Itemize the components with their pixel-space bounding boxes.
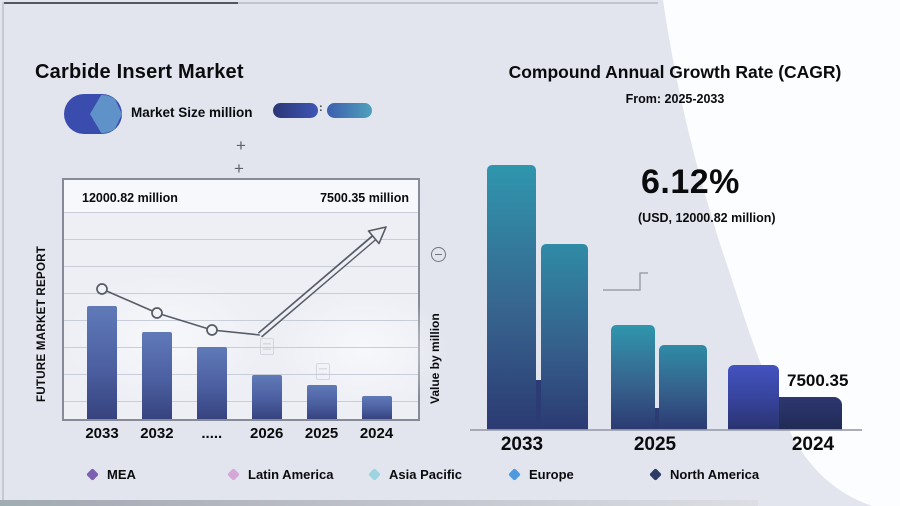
page-title: Carbide Insert Market bbox=[35, 61, 244, 83]
legend-item-latin-america: Latin America bbox=[227, 466, 334, 482]
legend-label: North America bbox=[670, 466, 760, 482]
right-x-label-2024: 2024 bbox=[791, 434, 835, 455]
plus-icon-2: + bbox=[234, 159, 244, 178]
bar-gap-fill bbox=[536, 380, 541, 430]
gridline bbox=[64, 266, 418, 267]
x-label-2032: 2032 bbox=[140, 425, 174, 442]
trend-line-arrow bbox=[96, 226, 387, 338]
right-bar-2024-1 bbox=[728, 365, 779, 430]
legend-diamond-icon bbox=[86, 467, 99, 481]
left-bar-2026 bbox=[251, 375, 282, 419]
legend-item-asia-pacific: Asia Pacific bbox=[368, 466, 462, 482]
x-label-2033: 2033 bbox=[85, 425, 119, 442]
gridline bbox=[64, 239, 418, 240]
gridline bbox=[64, 293, 418, 294]
cagr-detail: (USD, 12000.82 million) bbox=[638, 211, 776, 225]
left-bar-2033 bbox=[87, 306, 117, 419]
gradient-pill-icon-1 bbox=[273, 103, 318, 118]
circle-minus-icon bbox=[431, 247, 446, 262]
frame-top-border-light bbox=[238, 2, 658, 4]
frame-top-border bbox=[2, 2, 238, 4]
x-label-2025: 2025 bbox=[304, 425, 339, 442]
market-size-label: Market Size million bbox=[131, 105, 253, 120]
bar-gap-fill bbox=[655, 408, 659, 430]
frame-left-border bbox=[2, 2, 4, 500]
chart-header-band bbox=[64, 180, 418, 212]
gradient-pill-icon-2 bbox=[327, 103, 372, 118]
x-label-2026: 2026 bbox=[250, 425, 284, 442]
legend-item-north-america: North America bbox=[649, 466, 760, 482]
left-x-axis-labels: 2033 2032..... 2026 2025 2024 bbox=[62, 425, 420, 445]
legend-label: Asia Pacific bbox=[389, 466, 462, 482]
right-bar-2025-1 bbox=[611, 325, 655, 430]
cagr-value: 6.12% bbox=[641, 163, 740, 201]
left-bar-2024 bbox=[361, 396, 392, 419]
gridline bbox=[64, 347, 418, 348]
legend-label: MEA bbox=[107, 466, 136, 482]
watermark-doc-icon bbox=[316, 363, 330, 380]
right-chart-baseline bbox=[470, 429, 862, 431]
left-bar-2025 bbox=[306, 385, 337, 419]
legend-diamond-icon bbox=[368, 467, 381, 481]
right-x-label-2025: 2025 bbox=[633, 434, 677, 455]
frame-bottom-border bbox=[0, 500, 758, 506]
market-size-chart: 12000.82 million 7500.35 million bbox=[62, 178, 449, 421]
legend-item-mea: MEA bbox=[86, 466, 136, 482]
step-connector-line bbox=[603, 272, 648, 291]
right-bar-2024-2 bbox=[779, 397, 842, 430]
gridline bbox=[64, 212, 418, 213]
right-x-label-2033: 2033 bbox=[500, 434, 544, 455]
left-bar-..... bbox=[196, 347, 227, 419]
legend-diamond-icon bbox=[649, 467, 662, 481]
x-label-2024: 2024 bbox=[359, 425, 394, 442]
start-value-label: 12000.82 million bbox=[82, 191, 178, 205]
cagr-subtitle: From: 2025-2033 bbox=[625, 92, 725, 106]
future-market-report-label: FUTURE MARKET REPORT bbox=[36, 245, 48, 403]
right-value-label: 7500.35 bbox=[787, 371, 849, 390]
watermark-doc-icon bbox=[260, 338, 274, 355]
right-bar-2025-2 bbox=[659, 345, 707, 430]
legend-diamond-icon bbox=[227, 467, 240, 481]
gridline bbox=[64, 374, 418, 375]
value-by-million-label: Value by million bbox=[428, 313, 442, 405]
gridline bbox=[64, 320, 418, 321]
gridline bbox=[64, 401, 418, 402]
cagr-title: Compound Annual Growth Rate (CAGR) bbox=[508, 62, 842, 82]
cylinder-icon bbox=[64, 94, 122, 134]
legend-label: Latin America bbox=[248, 466, 334, 482]
x-label-.....: ..... bbox=[201, 425, 223, 442]
left-bar-2032 bbox=[141, 332, 172, 419]
right-bar-2033-1 bbox=[487, 165, 536, 430]
plus-icon: + bbox=[236, 136, 246, 155]
legend-diamond-icon bbox=[508, 467, 521, 481]
end-value-label: 7500.35 million bbox=[320, 191, 409, 205]
right-bar-2033-2 bbox=[541, 244, 588, 430]
pill-separator: : bbox=[319, 102, 323, 114]
legend-item-europe: Europe bbox=[508, 466, 574, 482]
legend-label: Europe bbox=[529, 466, 574, 482]
